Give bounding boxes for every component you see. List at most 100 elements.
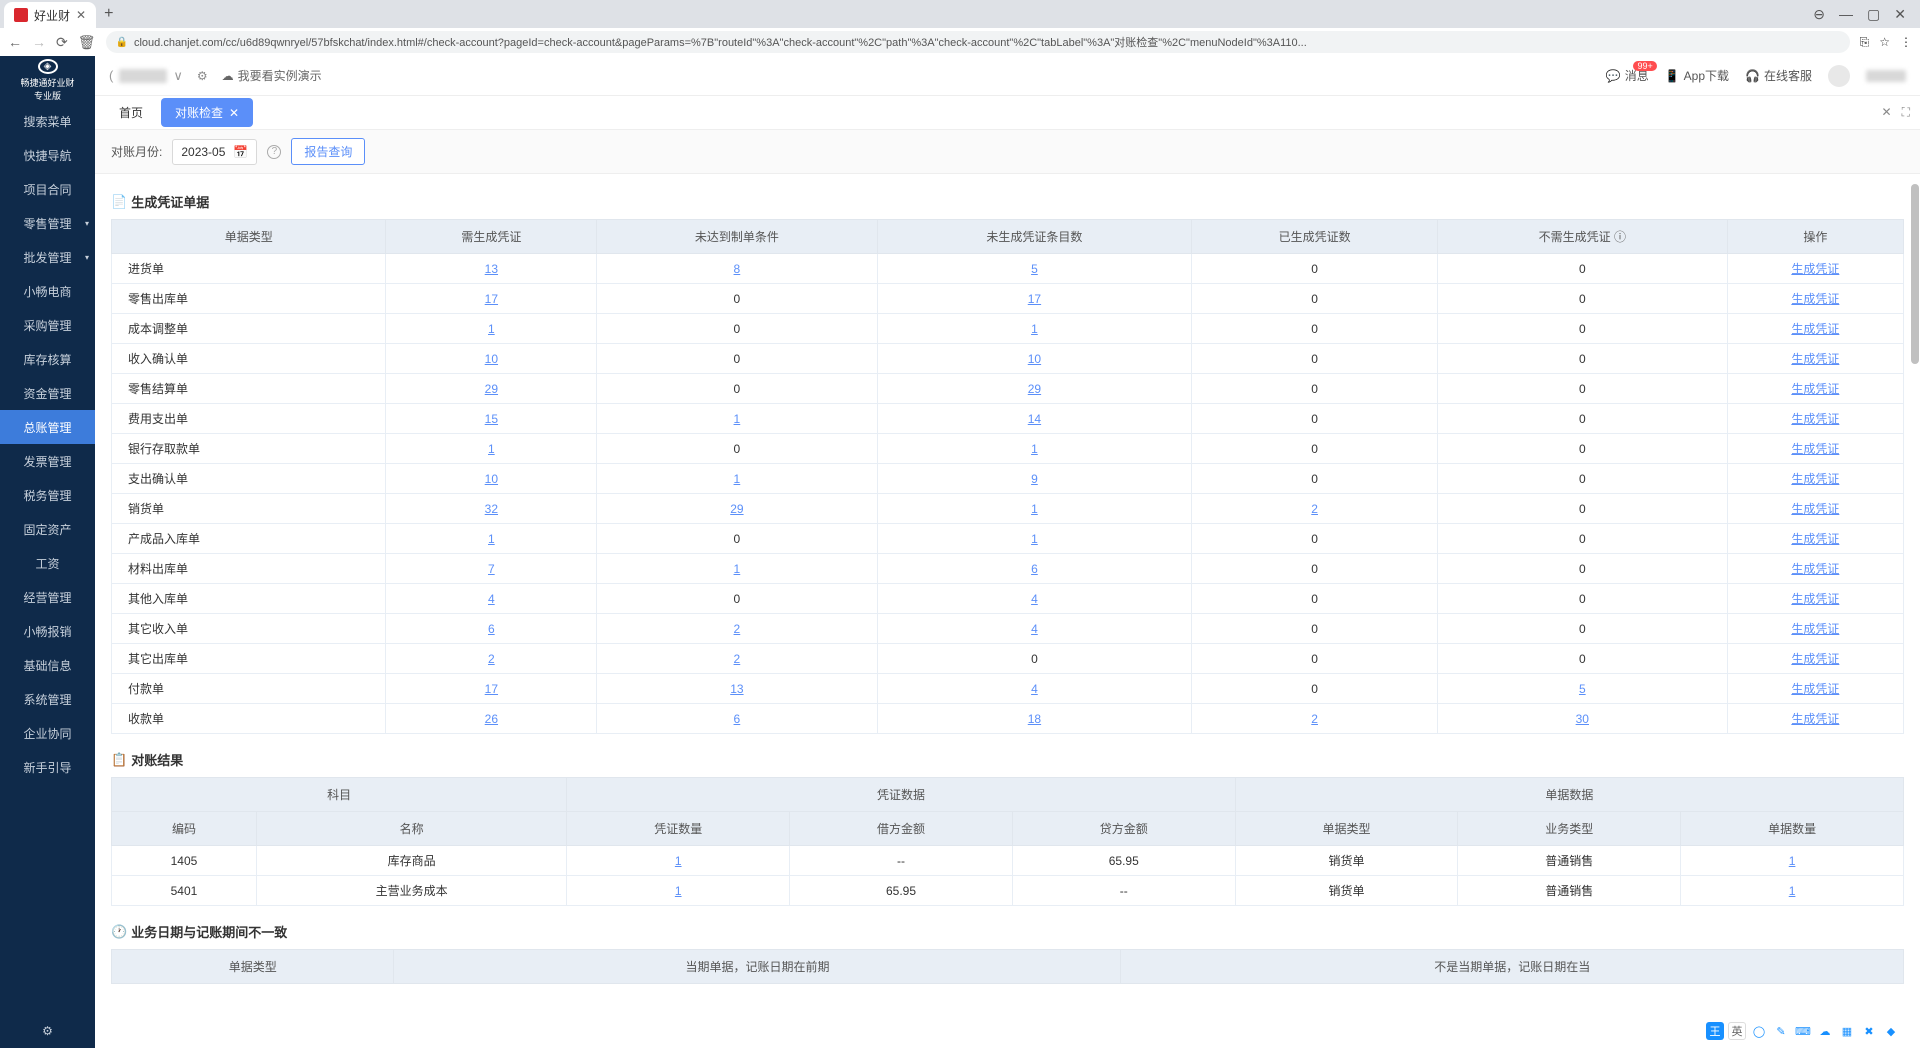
cell-notGen[interactable]: 4 bbox=[877, 614, 1192, 644]
cell-notGen[interactable]: 17 bbox=[877, 284, 1192, 314]
cell-need[interactable]: 17 bbox=[386, 284, 597, 314]
cell-notReady[interactable]: 1 bbox=[597, 464, 877, 494]
sidebar-item-18[interactable]: 企业协同 bbox=[0, 716, 95, 750]
cell-need[interactable]: 10 bbox=[386, 344, 597, 374]
cell-gen[interactable]: 2 bbox=[1192, 494, 1438, 524]
cell-notGen[interactable]: 1 bbox=[877, 494, 1192, 524]
action-generate[interactable]: 生成凭证 bbox=[1727, 434, 1903, 464]
sidebar-item-13[interactable]: 工资 bbox=[0, 546, 95, 580]
browser-tab[interactable]: 好业财 ✕ bbox=[4, 2, 96, 28]
cell-notGen[interactable]: 14 bbox=[877, 404, 1192, 434]
messages-button[interactable]: 💬 消息 99+ bbox=[1606, 67, 1649, 84]
sidebar-item-8[interactable]: 资金管理 bbox=[0, 376, 95, 410]
sidebar-item-15[interactable]: 小畅报销 bbox=[0, 614, 95, 648]
action-generate[interactable]: 生成凭证 bbox=[1727, 614, 1903, 644]
cell-need[interactable]: 1 bbox=[386, 524, 597, 554]
sidebar-item-6[interactable]: 采购管理 bbox=[0, 308, 95, 342]
cell-notReady[interactable]: 6 bbox=[597, 704, 877, 734]
sidebar-item-17[interactable]: 系统管理 bbox=[0, 682, 95, 716]
sidebar-item-16[interactable]: 基础信息 bbox=[0, 648, 95, 682]
cell-need[interactable]: 1 bbox=[386, 434, 597, 464]
cell-notReady[interactable]: 2 bbox=[597, 644, 877, 674]
cell-notReady[interactable]: 2 bbox=[597, 614, 877, 644]
sidebar-logo[interactable]: ◈ 畅捷通好业财 专业版 bbox=[0, 56, 95, 104]
cell-notGen[interactable]: 1 bbox=[877, 524, 1192, 554]
cell-notGen[interactable]: 6 bbox=[877, 554, 1192, 584]
float-icon-7[interactable]: ◆ bbox=[1882, 1022, 1900, 1040]
sidebar-settings[interactable]: ⚙ bbox=[0, 1014, 95, 1048]
cell-need[interactable]: 6 bbox=[386, 614, 597, 644]
window-close-icon[interactable]: ✕ bbox=[1894, 6, 1906, 23]
cell-notGen[interactable]: 5 bbox=[877, 254, 1192, 284]
cell-notReady[interactable]: 1 bbox=[597, 554, 877, 584]
action-generate[interactable]: 生成凭证 bbox=[1727, 404, 1903, 434]
cell-notReady[interactable]: 8 bbox=[597, 254, 877, 284]
cell-notGen[interactable]: 10 bbox=[877, 344, 1192, 374]
cell-notReady[interactable]: 29 bbox=[597, 494, 877, 524]
fullscreen-icon[interactable]: ⛶ bbox=[1902, 105, 1910, 120]
cell-notGen[interactable]: 18 bbox=[877, 704, 1192, 734]
sidebar-item-5[interactable]: 小畅电商 bbox=[0, 274, 95, 308]
month-input[interactable]: 2023-05 📅 bbox=[172, 139, 257, 165]
cell-need[interactable]: 32 bbox=[386, 494, 597, 524]
action-generate[interactable]: 生成凭证 bbox=[1727, 704, 1903, 734]
float-icon-1[interactable]: ◯ bbox=[1750, 1022, 1768, 1040]
cell-notGen[interactable]: 9 bbox=[877, 464, 1192, 494]
tab-add-icon[interactable]: + bbox=[104, 5, 113, 23]
cell-need[interactable]: 15 bbox=[386, 404, 597, 434]
sidebar-item-4[interactable]: 批发管理▾ bbox=[0, 240, 95, 274]
sidebar-item-3[interactable]: 零售管理▾ bbox=[0, 206, 95, 240]
float-icon-4[interactable]: ☁ bbox=[1816, 1022, 1834, 1040]
tab-check-account[interactable]: 对账检查 ✕ bbox=[161, 98, 253, 127]
close-all-icon[interactable]: ✕ bbox=[1882, 105, 1892, 120]
cell-noNeed[interactable]: 5 bbox=[1437, 674, 1727, 704]
sidebar-item-7[interactable]: 库存核算 bbox=[0, 342, 95, 376]
demo-link[interactable]: ☁ 我要看实例演示 bbox=[222, 67, 322, 84]
cell-need[interactable]: 10 bbox=[386, 464, 597, 494]
action-generate[interactable]: 生成凭证 bbox=[1727, 644, 1903, 674]
sidebar-item-9[interactable]: 总账管理 bbox=[0, 410, 95, 444]
cell-vcount[interactable]: 1 bbox=[567, 846, 790, 876]
cell-need[interactable]: 4 bbox=[386, 584, 597, 614]
cell-notGen[interactable]: 4 bbox=[877, 584, 1192, 614]
service-button[interactable]: 🎧 在线客服 bbox=[1745, 67, 1812, 84]
bookmark-icon[interactable]: ☆ bbox=[1879, 35, 1890, 49]
action-generate[interactable]: 生成凭证 bbox=[1727, 584, 1903, 614]
action-generate[interactable]: 生成凭证 bbox=[1727, 494, 1903, 524]
cell-gen[interactable]: 2 bbox=[1192, 704, 1438, 734]
float-icon-2[interactable]: ✎ bbox=[1772, 1022, 1790, 1040]
nav-reload-icon[interactable]: ⟳ bbox=[56, 34, 68, 51]
sidebar-item-10[interactable]: 发票管理 bbox=[0, 444, 95, 478]
tab-close-icon[interactable]: ✕ bbox=[229, 106, 239, 120]
cell-noNeed[interactable]: 30 bbox=[1437, 704, 1727, 734]
org-selector[interactable]: ( ∨ bbox=[109, 68, 183, 84]
app-download-button[interactable]: 📱 App下载 bbox=[1665, 67, 1729, 84]
ime-icon[interactable]: 王 bbox=[1706, 1022, 1724, 1040]
cell-need[interactable]: 26 bbox=[386, 704, 597, 734]
cell-dcount[interactable]: 1 bbox=[1681, 876, 1904, 906]
cell-need[interactable]: 1 bbox=[386, 314, 597, 344]
float-icon-6[interactable]: ✖ bbox=[1860, 1022, 1878, 1040]
sidebar-item-2[interactable]: 项目合同 bbox=[0, 172, 95, 206]
avatar[interactable] bbox=[1828, 65, 1850, 87]
action-generate[interactable]: 生成凭证 bbox=[1727, 464, 1903, 494]
scrollbar-thumb[interactable] bbox=[1911, 184, 1919, 364]
sidebar-item-12[interactable]: 固定资产 bbox=[0, 512, 95, 546]
float-icon-3[interactable]: ⌨ bbox=[1794, 1022, 1812, 1040]
action-generate[interactable]: 生成凭证 bbox=[1727, 314, 1903, 344]
action-generate[interactable]: 生成凭证 bbox=[1727, 344, 1903, 374]
action-generate[interactable]: 生成凭证 bbox=[1727, 374, 1903, 404]
action-generate[interactable]: 生成凭证 bbox=[1727, 554, 1903, 584]
cell-notGen[interactable]: 1 bbox=[877, 314, 1192, 344]
scrollbar[interactable] bbox=[1910, 174, 1920, 1048]
action-generate[interactable]: 生成凭证 bbox=[1727, 284, 1903, 314]
cell-need[interactable]: 13 bbox=[386, 254, 597, 284]
action-generate[interactable]: 生成凭证 bbox=[1727, 524, 1903, 554]
cell-need[interactable]: 29 bbox=[386, 374, 597, 404]
nav-forward-icon[interactable]: → bbox=[32, 34, 46, 51]
cell-need[interactable]: 2 bbox=[386, 644, 597, 674]
cell-notGen[interactable]: 29 bbox=[877, 374, 1192, 404]
sidebar-item-11[interactable]: 税务管理 bbox=[0, 478, 95, 512]
sidebar-item-14[interactable]: 经营管理 bbox=[0, 580, 95, 614]
sidebar-item-0[interactable]: 搜索菜单 bbox=[0, 104, 95, 138]
